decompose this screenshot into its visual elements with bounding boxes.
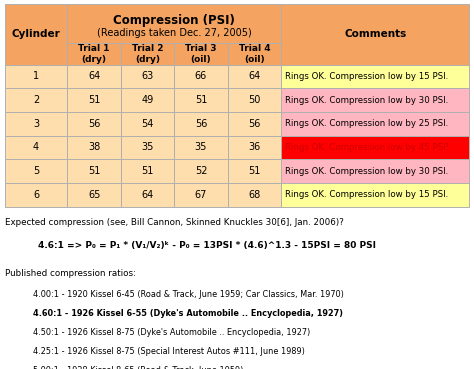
Text: 4.25:1 - 1926 Kissel 8-75 (Special Interest Autos #111, June 1989): 4.25:1 - 1926 Kissel 8-75 (Special Inter… xyxy=(33,347,305,356)
Bar xyxy=(67,136,121,159)
Text: 56: 56 xyxy=(88,119,100,129)
Bar xyxy=(228,136,281,159)
Text: 3: 3 xyxy=(33,119,39,129)
Text: 4.00:1 - 1920 Kissel 6-45 (Road & Track, June 1959; Car Classics, Mar. 1970): 4.00:1 - 1920 Kissel 6-45 (Road & Track,… xyxy=(33,290,344,300)
Text: Rings OK. Compression low by 25 PSI.: Rings OK. Compression low by 25 PSI. xyxy=(285,119,448,128)
Bar xyxy=(281,183,469,207)
Text: 51: 51 xyxy=(88,166,100,176)
Text: Rings OK. Compression low by 30 PSI.: Rings OK. Compression low by 30 PSI. xyxy=(285,96,448,104)
Text: 68: 68 xyxy=(248,190,261,200)
Bar xyxy=(121,183,174,207)
Text: 56: 56 xyxy=(248,119,261,129)
Text: Trial 1
(dry): Trial 1 (dry) xyxy=(78,44,110,63)
Text: 51: 51 xyxy=(88,95,100,105)
Bar xyxy=(67,183,121,207)
Text: 4.60:1 - 1926 Kissel 6-55 (Dyke's Automobile .. Encyclopedia, 1927): 4.60:1 - 1926 Kissel 6-55 (Dyke's Automo… xyxy=(33,309,343,318)
Text: Trial 4
(oil): Trial 4 (oil) xyxy=(238,44,270,63)
Bar xyxy=(281,159,469,183)
Bar xyxy=(228,88,281,112)
Bar xyxy=(5,4,67,65)
Text: Trial 2
(dry): Trial 2 (dry) xyxy=(132,44,164,63)
Text: Rings OK. Compression low by 45 PSI!: Rings OK. Compression low by 45 PSI! xyxy=(285,143,449,152)
Text: 4: 4 xyxy=(33,142,39,152)
Bar xyxy=(121,88,174,112)
Text: 64: 64 xyxy=(88,72,100,82)
Bar xyxy=(228,183,281,207)
Bar xyxy=(5,159,67,183)
Bar xyxy=(281,136,469,159)
Text: 51: 51 xyxy=(195,95,207,105)
Text: 66: 66 xyxy=(195,72,207,82)
Bar xyxy=(281,88,469,112)
Text: 2: 2 xyxy=(33,95,39,105)
Text: Rings OK. Compression low by 30 PSI.: Rings OK. Compression low by 30 PSI. xyxy=(285,167,448,176)
Text: Rings OK. Compression low by 15 PSI.: Rings OK. Compression low by 15 PSI. xyxy=(285,72,448,81)
Bar xyxy=(5,112,67,136)
Text: 5.00:1 - 1928 Kissel 8-65 (Road & Track, June 1959): 5.00:1 - 1928 Kissel 8-65 (Road & Track,… xyxy=(33,366,244,369)
Text: 49: 49 xyxy=(141,95,154,105)
Text: Cylinder: Cylinder xyxy=(12,29,61,39)
Bar xyxy=(121,65,174,88)
Text: 54: 54 xyxy=(141,119,154,129)
Bar xyxy=(228,43,281,65)
Text: Published compression ratios:: Published compression ratios: xyxy=(5,269,136,278)
Bar xyxy=(5,88,67,112)
Text: 65: 65 xyxy=(88,190,100,200)
Text: 35: 35 xyxy=(141,142,154,152)
Text: (Readings taken Dec. 27, 2005): (Readings taken Dec. 27, 2005) xyxy=(97,28,252,38)
Text: 50: 50 xyxy=(248,95,261,105)
Bar xyxy=(67,88,121,112)
Bar xyxy=(67,159,121,183)
Bar xyxy=(121,43,174,65)
Bar xyxy=(174,183,228,207)
Text: 67: 67 xyxy=(195,190,207,200)
Bar xyxy=(174,88,228,112)
Bar xyxy=(121,136,174,159)
Bar xyxy=(121,112,174,136)
Bar xyxy=(174,159,228,183)
Text: 64: 64 xyxy=(248,72,261,82)
Bar xyxy=(281,112,469,136)
Text: 51: 51 xyxy=(248,166,261,176)
Bar xyxy=(228,112,281,136)
Text: 4.6:1 => P₀ = P₁ * (V₁/V₂)ᵏ - P₀ = 13PSI * (4.6)^1.3 - 15PSI = 80 PSI: 4.6:1 => P₀ = P₁ * (V₁/V₂)ᵏ - P₀ = 13PSI… xyxy=(38,241,376,250)
Bar xyxy=(5,136,67,159)
Text: 5: 5 xyxy=(33,166,39,176)
Bar xyxy=(5,65,67,88)
Text: 38: 38 xyxy=(88,142,100,152)
Bar xyxy=(228,159,281,183)
Text: 56: 56 xyxy=(195,119,207,129)
Bar xyxy=(121,159,174,183)
Text: 64: 64 xyxy=(141,190,154,200)
Bar xyxy=(228,65,281,88)
Text: 63: 63 xyxy=(141,72,154,82)
Text: Expected compression (see, Bill Cannon, Skinned Knuckles 30[6], Jan. 2006)?: Expected compression (see, Bill Cannon, … xyxy=(5,218,344,227)
Text: Trial 3
(oil): Trial 3 (oil) xyxy=(185,44,217,63)
Text: 6: 6 xyxy=(33,190,39,200)
Bar xyxy=(67,43,121,65)
Bar xyxy=(67,4,281,65)
Bar xyxy=(67,65,121,88)
Text: 35: 35 xyxy=(195,142,207,152)
Bar xyxy=(174,136,228,159)
Bar xyxy=(5,183,67,207)
Text: 1: 1 xyxy=(33,72,39,82)
Bar xyxy=(174,43,228,65)
Bar xyxy=(174,112,228,136)
Text: 4.50:1 - 1926 Kissel 8-75 (Dyke's Automobile .. Encyclopedia, 1927): 4.50:1 - 1926 Kissel 8-75 (Dyke's Automo… xyxy=(33,328,310,337)
Bar xyxy=(281,65,469,88)
Text: Comments: Comments xyxy=(344,29,406,39)
Text: 52: 52 xyxy=(195,166,207,176)
Text: 36: 36 xyxy=(248,142,261,152)
Text: Rings OK. Compression low by 15 PSI.: Rings OK. Compression low by 15 PSI. xyxy=(285,190,448,199)
Text: 51: 51 xyxy=(141,166,154,176)
Bar xyxy=(174,65,228,88)
Bar xyxy=(67,112,121,136)
Bar xyxy=(281,4,469,65)
Text: Compression (PSI): Compression (PSI) xyxy=(113,14,235,27)
